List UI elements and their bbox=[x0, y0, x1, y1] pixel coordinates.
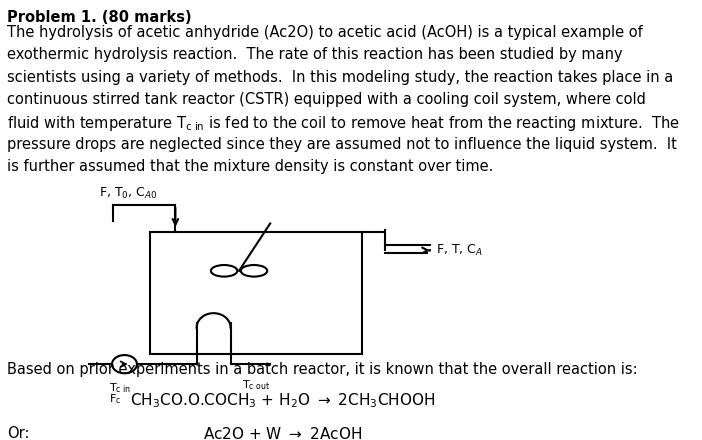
Text: F, T, C$_A$: F, T, C$_A$ bbox=[436, 243, 482, 258]
Text: T$_{\mathrm{c\ out}}$: T$_{\mathrm{c\ out}}$ bbox=[242, 379, 270, 392]
Text: continuous stirred tank reactor (CSTR) equipped with a cooling coil system, wher: continuous stirred tank reactor (CSTR) e… bbox=[7, 92, 647, 107]
Text: exothermic hydrolysis reaction.  The rate of this reaction has been studied by m: exothermic hydrolysis reaction. The rate… bbox=[7, 47, 623, 62]
Text: CH$_3$CO.O.COCH$_3$ + H$_2$O $\rightarrow$ 2CH$_3$CHOOH: CH$_3$CO.O.COCH$_3$ + H$_2$O $\rightarro… bbox=[131, 391, 435, 410]
Text: T$_{\mathrm{c\ in}}$: T$_{\mathrm{c\ in}}$ bbox=[110, 381, 131, 395]
Text: F$_{\mathrm{c}}$: F$_{\mathrm{c}}$ bbox=[110, 392, 121, 406]
Text: F, T$_0$, C$_{A0}$: F, T$_0$, C$_{A0}$ bbox=[99, 186, 158, 201]
Text: Problem 1. (80 marks): Problem 1. (80 marks) bbox=[7, 11, 192, 26]
Text: Based on prior experiments in a batch reactor, it is known that the overall reac: Based on prior experiments in a batch re… bbox=[7, 362, 638, 377]
Text: fluid with temperature T$_{\mathrm{c\ in}}$ is fed to the coil to remove heat fr: fluid with temperature T$_{\mathrm{c\ in… bbox=[7, 114, 680, 133]
Text: scientists using a variety of methods.  In this modeling study, the reaction tak: scientists using a variety of methods. I… bbox=[7, 70, 674, 84]
Text: is further assumed that the mixture density is constant over time.: is further assumed that the mixture dens… bbox=[7, 159, 494, 174]
Text: Ac2O + W $\rightarrow$ 2AcOH: Ac2O + W $\rightarrow$ 2AcOH bbox=[204, 426, 362, 440]
Text: The hydrolysis of acetic anhydride (Ac2O) to acetic acid (AcOH) is a typical exa: The hydrolysis of acetic anhydride (Ac2O… bbox=[7, 25, 643, 40]
Text: Or:: Or: bbox=[7, 426, 30, 440]
Bar bbox=[150, 232, 362, 354]
Text: pressure drops are neglected since they are assumed not to influence the liquid : pressure drops are neglected since they … bbox=[7, 136, 677, 151]
